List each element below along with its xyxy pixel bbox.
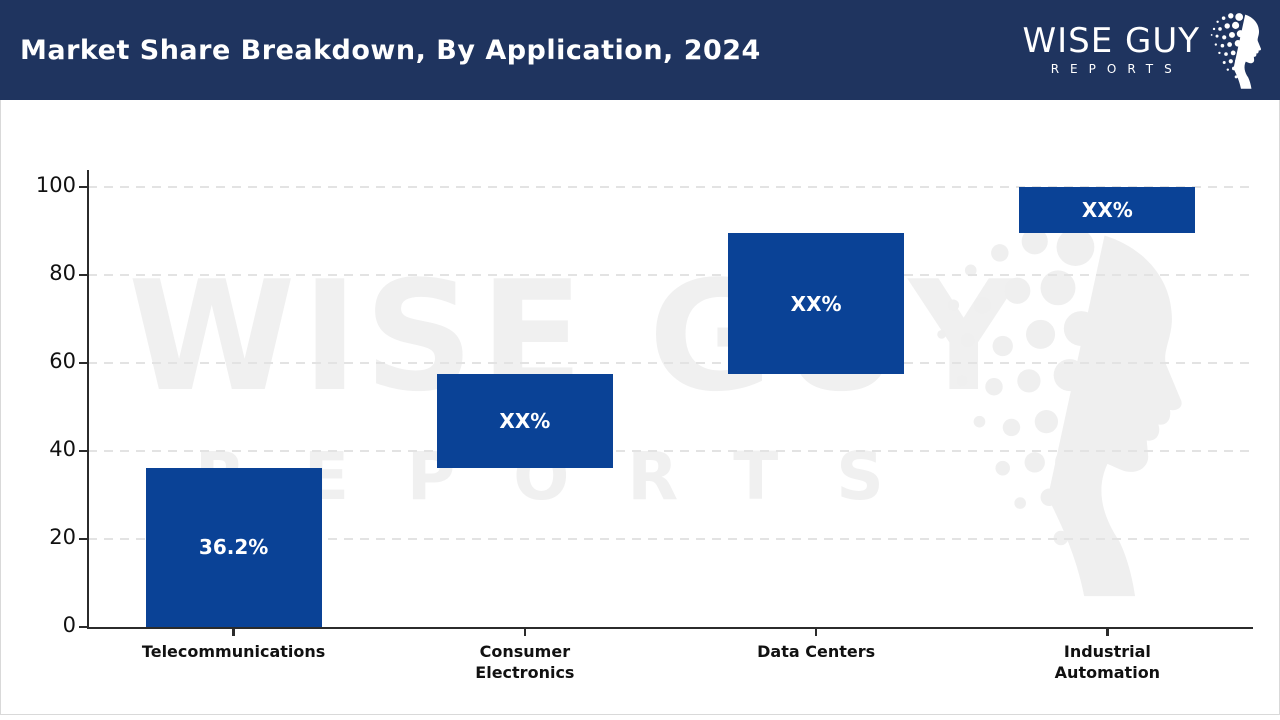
- logo-wordmark-line1: WISE GUY: [1022, 21, 1200, 61]
- bar-value-label: XX%: [1081, 198, 1133, 223]
- x-axis-category-label: Industrial Automation: [957, 641, 1257, 683]
- y-axis-tick-label: 20: [49, 525, 76, 549]
- y-axis-tick-label: 80: [49, 261, 76, 285]
- y-axis-tick: [79, 449, 88, 453]
- x-axis-tick: [523, 628, 527, 636]
- x-axis-category-line: Automation: [1054, 663, 1161, 682]
- y-axis-tick: [79, 273, 88, 277]
- y-axis-tick-label: 40: [49, 437, 76, 461]
- x-axis-category-label: Data Centers: [666, 641, 966, 662]
- y-axis-tick-label: 0: [62, 613, 76, 637]
- page-title: Market Share Breakdown, By Application, …: [20, 34, 761, 66]
- bar-data-centers: XX%: [728, 233, 905, 374]
- bar-industrial-automation: XX%: [1019, 187, 1196, 234]
- y-axis-tick-label: 60: [49, 349, 76, 373]
- x-axis-category-label: Telecommunications: [84, 641, 384, 662]
- header: Market Share Breakdown, By Application, …: [0, 0, 1280, 100]
- bar-value-label: XX%: [499, 408, 551, 433]
- gridline-80: [88, 274, 1253, 276]
- x-axis-category-line: Telecommunications: [141, 642, 326, 661]
- logo-head-icon: [1210, 12, 1262, 89]
- x-axis-category-label: Consumer Electronics: [375, 641, 675, 683]
- y-axis-tick: [79, 185, 88, 189]
- y-axis-tick: [79, 625, 88, 629]
- x-axis-tick: [814, 628, 818, 636]
- y-axis-tick: [79, 537, 88, 541]
- y-axis-line: [86, 170, 90, 629]
- bar-consumer-electronics: XX%: [436, 374, 613, 468]
- bar-value-label: 36.2%: [198, 535, 269, 560]
- x-axis-tick: [232, 628, 235, 636]
- bar-telecommunications: 36.2%: [145, 467, 322, 627]
- x-axis-category-line: Industrial: [1063, 642, 1151, 661]
- logo-wordmark-line2: REPORTS: [1050, 62, 1183, 76]
- gridline-60: [88, 362, 1253, 364]
- x-axis-line: [86, 626, 1253, 630]
- x-axis-category-line: Data Centers: [757, 642, 876, 661]
- logo-wordmark: WISE GUY REPORTS: [1022, 24, 1200, 76]
- x-axis-category-line: Electronics: [475, 663, 575, 682]
- gridline-100: [88, 186, 1253, 188]
- y-axis-tick-label: 100: [35, 173, 76, 197]
- y-axis-tick: [79, 361, 88, 365]
- x-axis-tick: [1106, 628, 1109, 636]
- chart-area: WISE GUY REPORTS 0 20 40 60 80 100 36.2% Teleco…: [0, 100, 1280, 720]
- gridline-20: [88, 538, 1253, 540]
- gridline-40: [88, 450, 1253, 452]
- x-axis-category-line: Consumer: [479, 642, 571, 661]
- wiseguy-logo: WISE GUY REPORTS: [1022, 11, 1280, 90]
- bar-value-label: XX%: [790, 291, 842, 316]
